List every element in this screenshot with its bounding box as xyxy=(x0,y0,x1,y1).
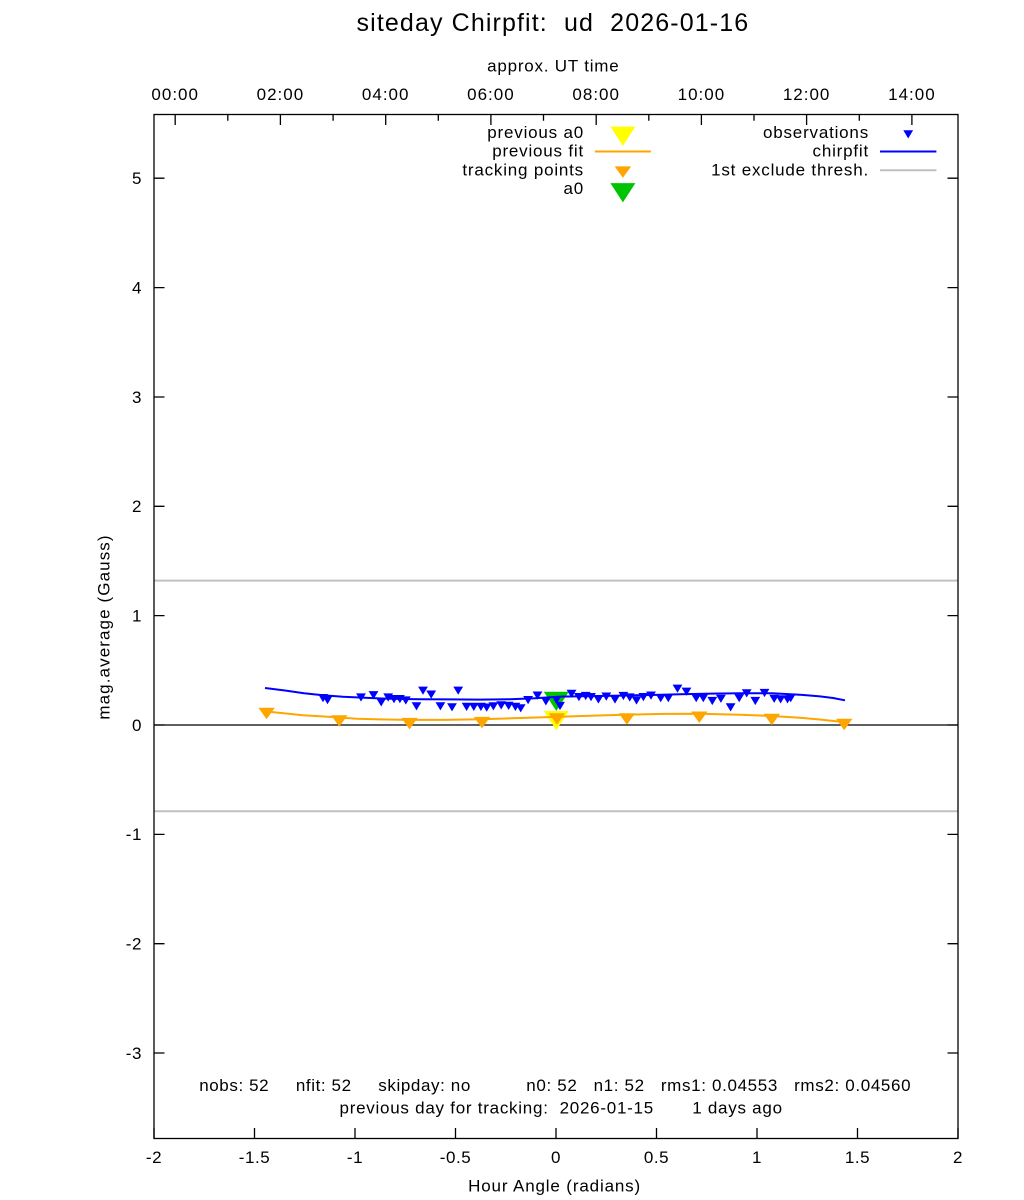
svg-text:02:00: 02:00 xyxy=(257,85,305,104)
svg-text:00:00: 00:00 xyxy=(151,85,199,104)
svg-text:previous fit: previous fit xyxy=(492,142,584,161)
svg-text:2: 2 xyxy=(953,1148,963,1167)
svg-text:mag.average (Gauss): mag.average (Gauss) xyxy=(95,534,114,719)
svg-text:siteday Chirpfit: ud 2026-01: siteday Chirpfit: ud 2026-01-16 xyxy=(357,9,750,37)
svg-text:12:00: 12:00 xyxy=(783,85,831,104)
svg-text:-0.5: -0.5 xyxy=(440,1148,472,1167)
svg-text:-1.5: -1.5 xyxy=(239,1148,271,1167)
svg-text:observations: observations xyxy=(763,123,869,142)
svg-text:1st exclude thresh.: 1st exclude thresh. xyxy=(711,160,869,179)
svg-text:1.5: 1.5 xyxy=(845,1148,870,1167)
svg-text:Hour Angle (radians): Hour Angle (radians) xyxy=(468,1176,641,1195)
svg-text:14:00: 14:00 xyxy=(888,85,936,104)
svg-text:5: 5 xyxy=(132,169,142,188)
svg-text:08:00: 08:00 xyxy=(572,85,620,104)
svg-text:0: 0 xyxy=(551,1148,561,1167)
svg-text:-2: -2 xyxy=(146,1148,162,1167)
svg-text:3: 3 xyxy=(132,388,142,407)
svg-text:-1: -1 xyxy=(126,825,142,844)
svg-text:06:00: 06:00 xyxy=(467,85,515,104)
svg-text:a0: a0 xyxy=(563,179,584,198)
svg-text:-3: -3 xyxy=(126,1044,142,1063)
svg-text:-2: -2 xyxy=(126,935,142,954)
svg-text:-1: -1 xyxy=(347,1148,363,1167)
svg-text:1: 1 xyxy=(132,607,142,626)
svg-text:previous day for tracking: 20: previous day for tracking: 2026-01-15 1 … xyxy=(340,1098,783,1117)
svg-text:0: 0 xyxy=(132,716,142,735)
svg-text:10:00: 10:00 xyxy=(678,85,726,104)
svg-text:nobs: 52 nfit: 52 skip: nobs: 52 nfit: 52 skipday: no xyxy=(199,1076,471,1095)
svg-text:0.5: 0.5 xyxy=(644,1148,669,1167)
svg-text:1: 1 xyxy=(752,1148,762,1167)
svg-text:n0: 52 n1: 52 rms1: 0.0455: n0: 52 n1: 52 rms1: 0.04553 rms2: 0.0456… xyxy=(526,1076,911,1095)
svg-text:tracking points: tracking points xyxy=(462,160,584,179)
svg-text:2: 2 xyxy=(132,497,142,516)
svg-text:approx. UT time: approx. UT time xyxy=(487,57,619,76)
svg-text:4: 4 xyxy=(132,279,142,298)
svg-text:04:00: 04:00 xyxy=(362,85,410,104)
svg-text:previous a0: previous a0 xyxy=(487,123,584,142)
svg-text:chirpfit: chirpfit xyxy=(813,142,869,161)
